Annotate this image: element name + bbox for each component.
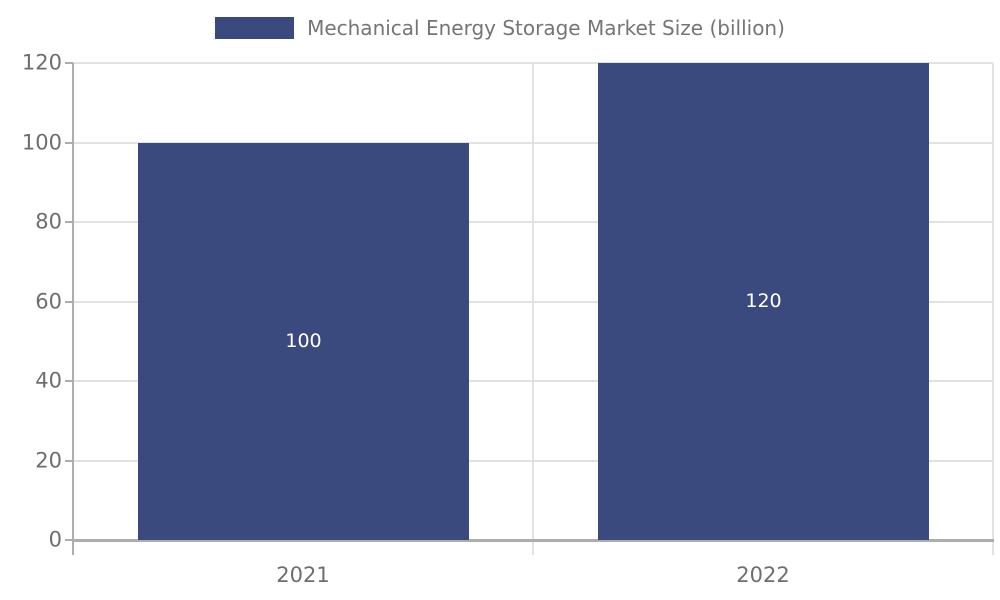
- y-axis-tick: [65, 62, 73, 64]
- y-axis-tick: [65, 300, 73, 303]
- y-axis-tick: [65, 380, 73, 382]
- y-axis-tick: [65, 539, 73, 541]
- y-tick-label: 100: [21, 130, 62, 154]
- y-axis-tick: [65, 141, 73, 144]
- y-tick-label: 60: [35, 289, 62, 313]
- y-tick-label: 80: [35, 209, 62, 234]
- bar-2021: 100: [138, 142, 469, 540]
- category-splitline: [532, 63, 534, 555]
- y-axis-tick: [65, 459, 73, 462]
- category-splitline: [992, 63, 994, 555]
- x-tick-label: 2022: [736, 563, 790, 587]
- bar-value-label: 120: [745, 290, 782, 312]
- bar-value-label: 100: [285, 329, 322, 352]
- legend-label: Mechanical Energy Storage Market Size (b…: [307, 16, 785, 40]
- y-tick-label: 40: [35, 368, 62, 393]
- legend[interactable]: Mechanical Energy Storage Market Size (b…: [0, 14, 1000, 42]
- y-axis-tick: [65, 221, 73, 223]
- y-tick-label: 120: [21, 50, 62, 75]
- bar-2022: 120: [598, 63, 929, 540]
- y-tick-label: 20: [35, 448, 62, 472]
- x-tick-label: 2021: [276, 563, 330, 587]
- legend-swatch-icon: [215, 17, 295, 39]
- y-tick-label: 0: [48, 527, 62, 552]
- x-axis-line: [72, 539, 994, 542]
- y-axis-line: [72, 63, 74, 555]
